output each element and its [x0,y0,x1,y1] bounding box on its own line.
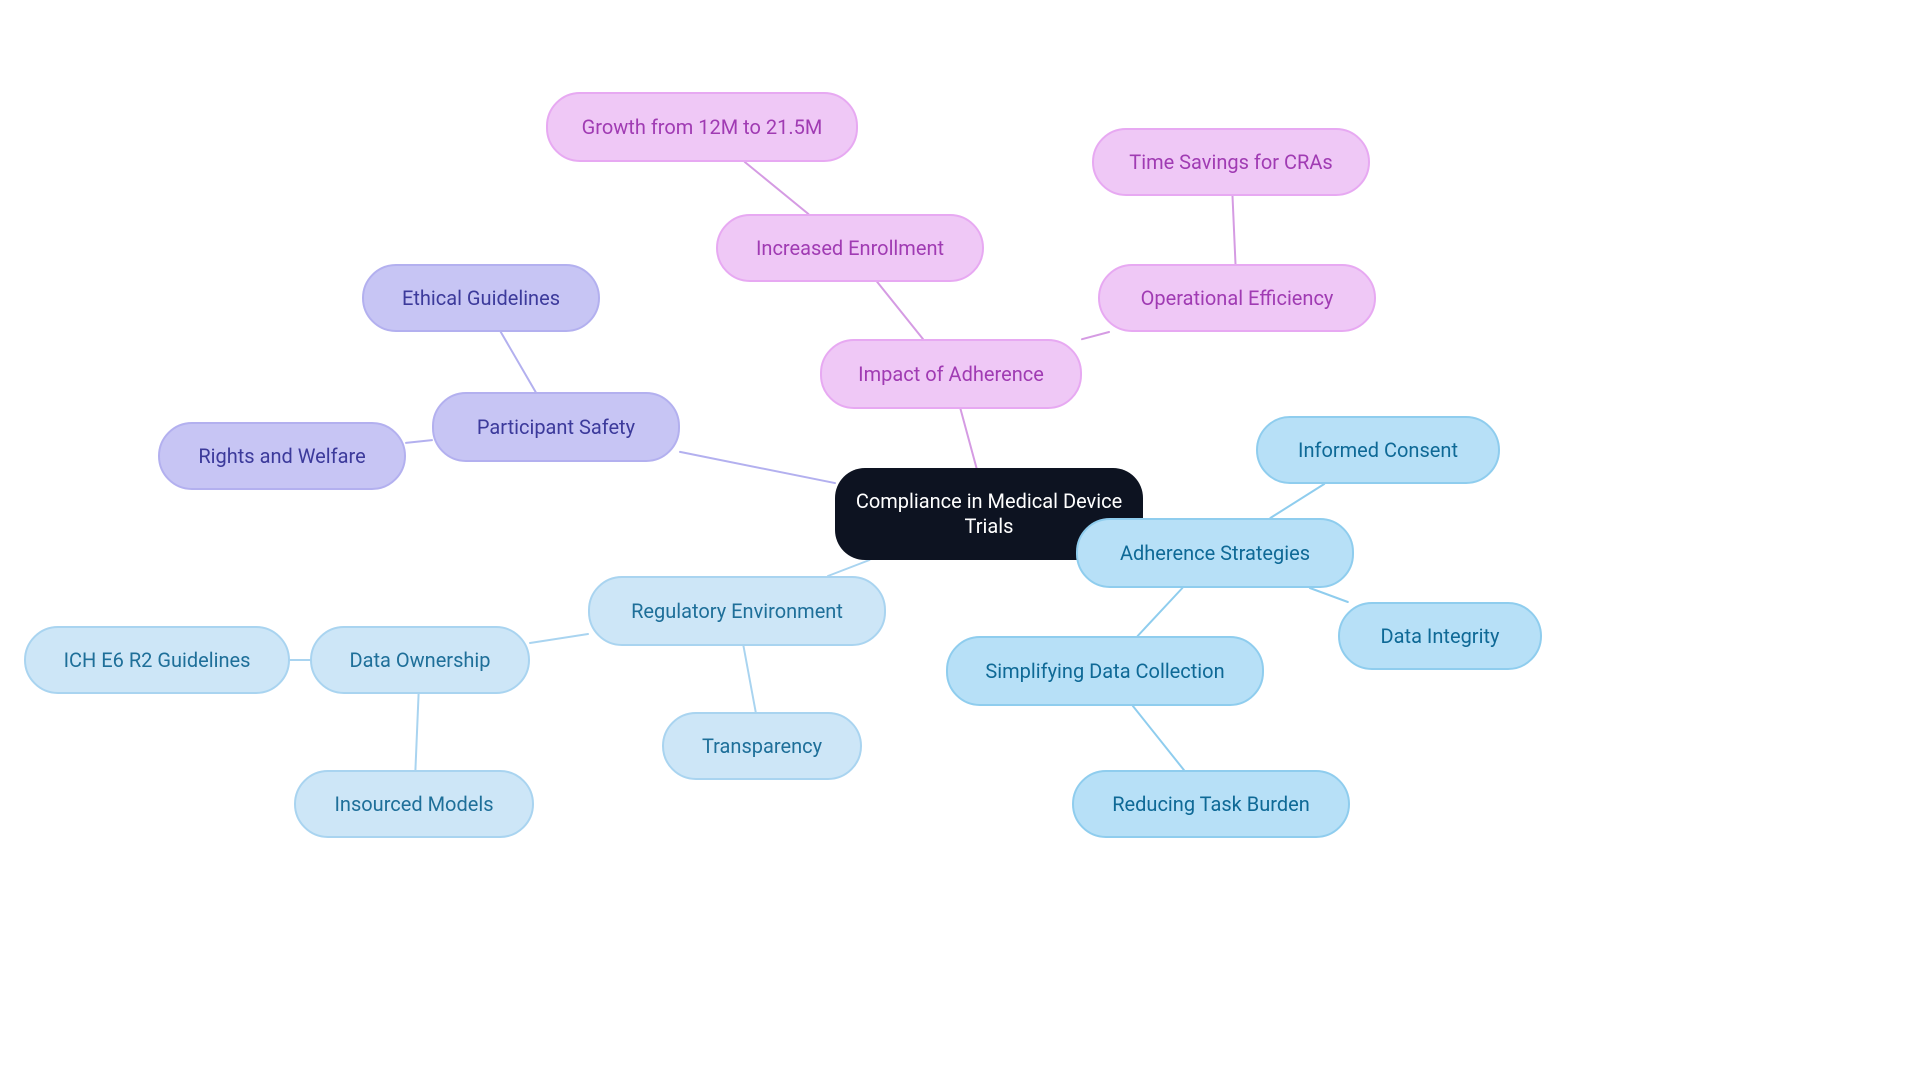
edge-adstrat-simplify [1138,588,1183,636]
edge-adstrat-consent [1270,484,1324,518]
edge-root-impact [961,409,977,468]
node-regenv: Regulatory Environment [588,576,886,646]
node-opeff: Operational Efficiency [1098,264,1376,332]
node-dataown: Data Ownership [310,626,530,694]
node-transp: Transparency [662,712,862,780]
edge-enroll-growth [745,162,809,214]
edge-dataown-insrc [415,694,418,770]
edge-adstrat-dintegrity [1310,588,1348,602]
edge-root-psafety [680,452,835,483]
node-growth: Growth from 12M to 21.5M [546,92,858,162]
node-simplify: Simplifying Data Collection [946,636,1264,706]
node-ethics: Ethical Guidelines [362,264,600,332]
node-rights: Rights and Welfare [158,422,406,490]
node-reduce: Reducing Task Burden [1072,770,1350,838]
node-ich: ICH E6 R2 Guidelines [24,626,290,694]
edge-regenv-dataown [530,634,588,643]
edge-psafety-ethics [501,332,536,392]
node-enroll: Increased Enrollment [716,214,984,282]
node-dintegrity: Data Integrity [1338,602,1542,670]
edge-impact-opeff [1082,332,1109,339]
edge-opeff-timesav [1233,196,1236,264]
node-impact: Impact of Adherence [820,339,1082,409]
node-insrc: Insourced Models [294,770,534,838]
edge-impact-enroll [877,282,923,339]
edge-simplify-reduce [1133,706,1184,770]
edge-root-regenv [828,560,870,576]
node-psafety: Participant Safety [432,392,680,462]
node-timesav: Time Savings for CRAs [1092,128,1370,196]
node-adstrat: Adherence Strategies [1076,518,1354,588]
edge-regenv-transp [743,646,755,712]
diagram-canvas: Compliance in Medical Device TrialsImpac… [0,0,1920,1083]
edge-psafety-rights [406,440,432,443]
node-consent: Informed Consent [1256,416,1500,484]
